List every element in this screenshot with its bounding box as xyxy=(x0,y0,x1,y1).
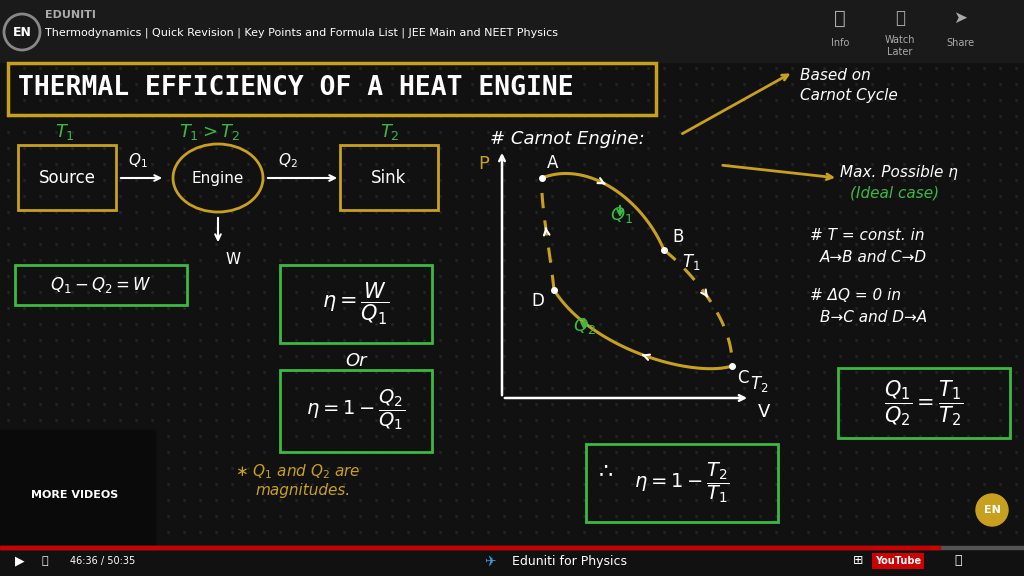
Text: $\dfrac{Q_1}{Q_2} = \dfrac{T_1}{T_2}$: $\dfrac{Q_1}{Q_2} = \dfrac{T_1}{T_2}$ xyxy=(885,378,964,428)
Text: YouTube: YouTube xyxy=(874,556,921,566)
Text: $\eta = 1 - \dfrac{Q_2}{Q_1}$: $\eta = 1 - \dfrac{Q_2}{Q_1}$ xyxy=(306,388,406,433)
Text: Max. Possible η: Max. Possible η xyxy=(840,165,957,180)
Text: C: C xyxy=(737,369,749,387)
Text: Based on: Based on xyxy=(800,68,870,83)
Text: $\ast$ $Q_1$ and $Q_2$ are: $\ast$ $Q_1$ and $Q_2$ are xyxy=(234,462,360,481)
Text: EN: EN xyxy=(12,25,32,39)
FancyBboxPatch shape xyxy=(872,553,924,569)
Bar xyxy=(0,546,1024,549)
Text: $Q_1$: $Q_1$ xyxy=(610,205,634,225)
Text: Sink: Sink xyxy=(372,169,407,187)
Bar xyxy=(0,546,940,549)
Text: 🔊: 🔊 xyxy=(42,556,48,566)
Text: # Carnot Engine:: # Carnot Engine: xyxy=(490,130,645,148)
Text: Thermodynamics | Quick Revision | Key Points and Formula List | JEE Main and NEE: Thermodynamics | Quick Revision | Key Po… xyxy=(45,28,558,39)
Text: EN: EN xyxy=(984,505,1000,515)
Text: ⛶: ⛶ xyxy=(954,555,962,567)
Text: W: W xyxy=(225,252,240,267)
Text: $Q_1$: $Q_1$ xyxy=(128,151,147,170)
Text: Eduniti for Physics: Eduniti for Physics xyxy=(512,555,627,567)
Text: Carnot Cycle: Carnot Cycle xyxy=(800,88,898,103)
Text: 46:36 / 50:35: 46:36 / 50:35 xyxy=(70,556,135,566)
Text: $Q_2$: $Q_2$ xyxy=(572,316,596,336)
Text: $T_1 > T_2$: $T_1 > T_2$ xyxy=(179,122,241,142)
Bar xyxy=(0,0,1024,62)
Text: 🕐: 🕐 xyxy=(895,9,905,27)
Text: ✈: ✈ xyxy=(484,554,496,568)
Text: $T_2$: $T_2$ xyxy=(750,374,768,394)
Text: $T_2$: $T_2$ xyxy=(380,122,400,142)
Text: $T_1$: $T_1$ xyxy=(682,252,700,272)
Text: (Ideal case): (Ideal case) xyxy=(850,185,939,200)
Text: ➤: ➤ xyxy=(953,9,967,27)
Text: # T = const. in: # T = const. in xyxy=(810,228,925,243)
Circle shape xyxy=(976,494,1008,526)
Text: ⓘ: ⓘ xyxy=(835,9,846,28)
Text: A: A xyxy=(547,154,558,172)
Text: B: B xyxy=(672,228,683,246)
Text: V: V xyxy=(758,403,770,421)
Text: EDUNITI: EDUNITI xyxy=(45,10,96,20)
Bar xyxy=(0,546,1024,576)
Text: $T_1$: $T_1$ xyxy=(55,122,75,142)
Text: $\eta = 1 - \dfrac{T_2}{T_1}$: $\eta = 1 - \dfrac{T_2}{T_1}$ xyxy=(634,461,730,505)
Text: Or: Or xyxy=(345,352,367,370)
Text: MORE VIDEOS: MORE VIDEOS xyxy=(32,490,119,500)
Text: ⊞: ⊞ xyxy=(853,555,863,567)
Text: # ΔQ = 0 in: # ΔQ = 0 in xyxy=(810,288,901,303)
Text: ▶: ▶ xyxy=(15,555,25,567)
Text: $\eta = \dfrac{W}{Q_1}$: $\eta = \dfrac{W}{Q_1}$ xyxy=(323,281,389,327)
Text: $Q_2$: $Q_2$ xyxy=(278,151,298,170)
FancyBboxPatch shape xyxy=(878,555,886,563)
Text: Engine: Engine xyxy=(191,170,244,185)
Text: magnitudes.: magnitudes. xyxy=(255,483,350,498)
Text: $\therefore$: $\therefore$ xyxy=(594,460,613,480)
Text: Share: Share xyxy=(946,38,974,48)
Text: B→C and D→A: B→C and D→A xyxy=(820,310,927,325)
Text: $Q_1 - Q_2 = W$: $Q_1 - Q_2 = W$ xyxy=(50,275,152,295)
Text: Watch
Later: Watch Later xyxy=(885,35,915,56)
Text: Info: Info xyxy=(830,38,849,48)
Text: A→B and C→D: A→B and C→D xyxy=(820,250,927,265)
Text: P: P xyxy=(478,155,489,173)
Text: THERMAL EFFICIENCY OF A HEAT ENGINE: THERMAL EFFICIENCY OF A HEAT ENGINE xyxy=(18,75,573,101)
Bar xyxy=(0,430,155,546)
Text: Source: Source xyxy=(39,169,95,187)
Text: D: D xyxy=(531,292,544,310)
